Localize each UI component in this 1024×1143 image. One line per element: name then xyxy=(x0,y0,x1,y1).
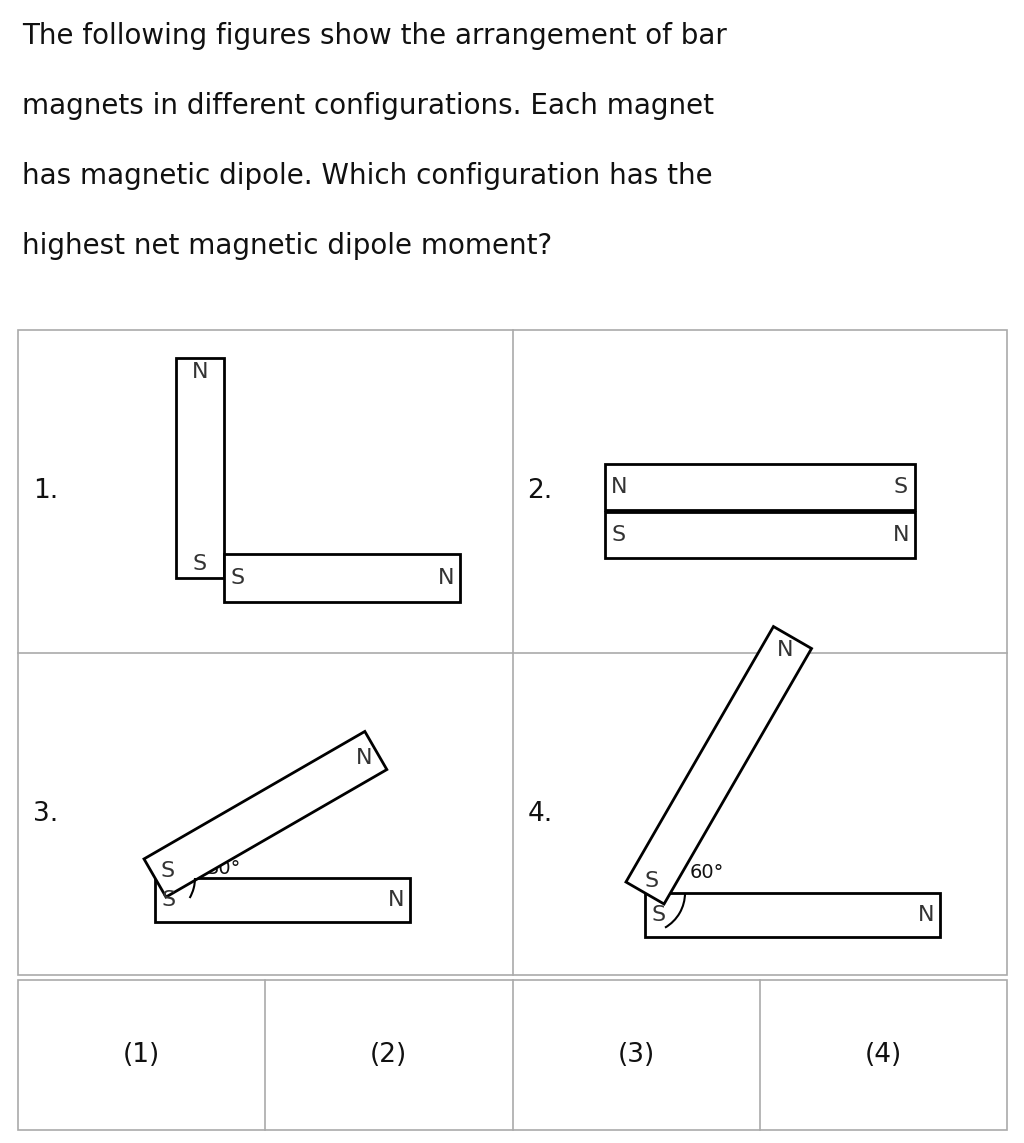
Text: S: S xyxy=(652,905,666,925)
Text: The following figures show the arrangement of bar: The following figures show the arrangeme… xyxy=(22,22,727,50)
Text: 60°: 60° xyxy=(690,863,724,882)
Text: N: N xyxy=(388,890,404,910)
Text: (1): (1) xyxy=(123,1042,160,1068)
Text: N: N xyxy=(355,748,372,767)
Text: S: S xyxy=(160,861,174,881)
Text: N: N xyxy=(437,568,455,588)
Text: (2): (2) xyxy=(371,1042,408,1068)
Text: 2.: 2. xyxy=(527,478,553,504)
Polygon shape xyxy=(144,732,387,897)
Polygon shape xyxy=(605,464,914,510)
Text: (3): (3) xyxy=(617,1042,654,1068)
Text: 3.: 3. xyxy=(33,801,58,826)
Text: 30°: 30° xyxy=(207,858,242,878)
Text: N: N xyxy=(610,477,627,497)
Polygon shape xyxy=(605,512,914,558)
Text: S: S xyxy=(611,525,626,545)
Text: N: N xyxy=(191,362,208,382)
Text: highest net magnetic dipole moment?: highest net magnetic dipole moment? xyxy=(22,232,552,259)
Text: S: S xyxy=(894,477,908,497)
Text: N: N xyxy=(777,640,794,660)
Polygon shape xyxy=(176,358,224,578)
Bar xyxy=(18,980,1007,1130)
Text: S: S xyxy=(162,890,176,910)
Text: has magnetic dipole. Which configuration has the: has magnetic dipole. Which configuration… xyxy=(22,162,713,190)
Text: N: N xyxy=(918,905,934,925)
Text: magnets in different configurations. Each magnet: magnets in different configurations. Eac… xyxy=(22,91,714,120)
Text: (4): (4) xyxy=(864,1042,902,1068)
Bar xyxy=(18,330,1007,975)
Text: S: S xyxy=(645,871,659,890)
Text: 1.: 1. xyxy=(33,478,58,504)
Text: S: S xyxy=(231,568,245,588)
Text: S: S xyxy=(193,554,207,574)
Text: N: N xyxy=(893,525,909,545)
Polygon shape xyxy=(224,554,460,602)
Polygon shape xyxy=(645,893,940,937)
Text: 4.: 4. xyxy=(527,801,553,826)
Polygon shape xyxy=(155,878,410,922)
Polygon shape xyxy=(626,626,812,904)
